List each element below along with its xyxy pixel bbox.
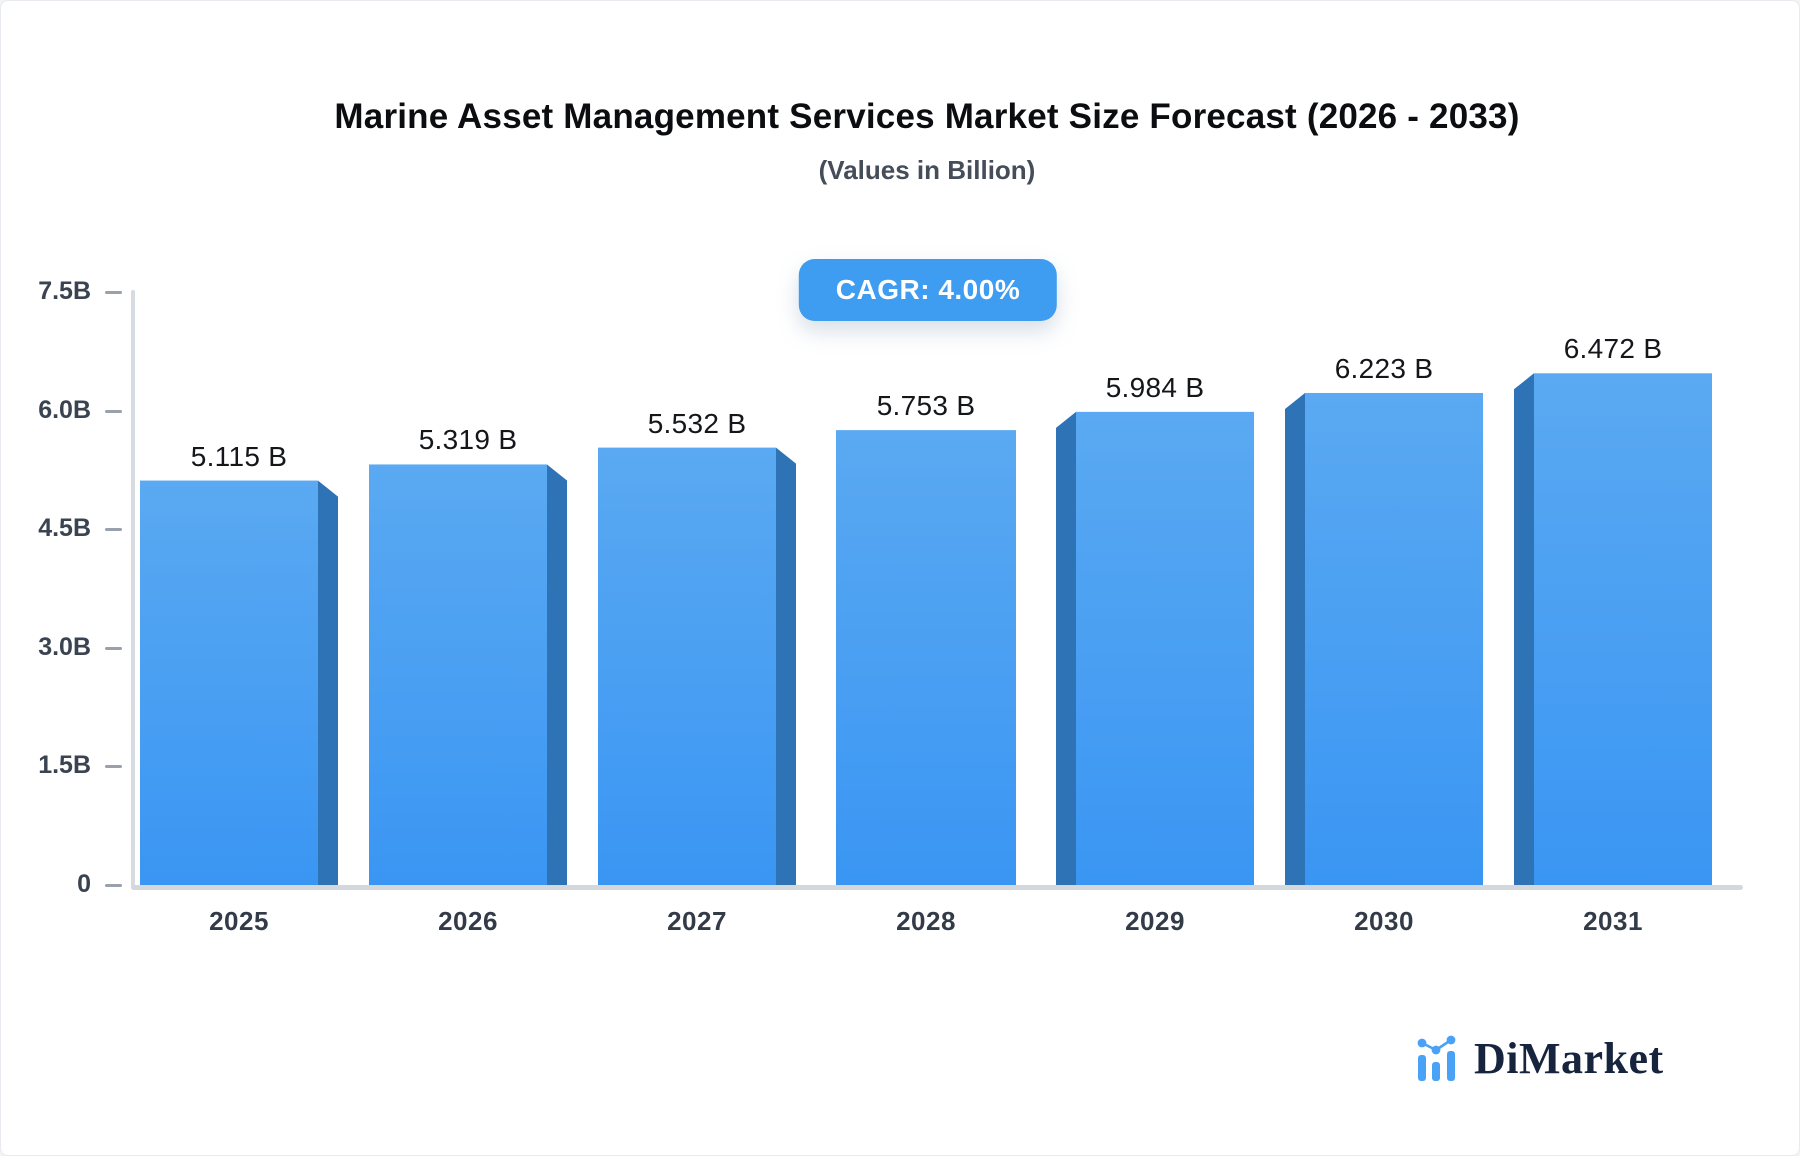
bar-value-label: 6.223 B [1334,352,1434,384]
chart-header: Marine Asset Management Services Market … [55,1,1799,186]
y-axis-line [131,290,135,887]
mini-bar-chart-icon [1417,1035,1456,1081]
brand-logo: DiMarket [1415,1035,1664,1081]
chart-subtitle: (Values in Billion) [818,155,1036,185]
y-axis-tick-label: 4.5B [38,514,91,543]
bar-value-label: 5.984 B [1105,371,1205,403]
bar-value-label: 5.319 B [418,424,518,456]
bar-value-label: 5.115 B [190,440,288,472]
brand-name: DiMarket [1474,1034,1664,1083]
chart-title: Marine Asset Management Services Market … [334,97,1520,136]
y-axis-tick-mark [105,884,122,887]
y-axis-tick-label: 0 [77,870,91,898]
x-axis-label: 2031 [1583,906,1643,936]
bar-2025[interactable] [140,480,338,885]
bar-value-label: 6.472 B [1563,333,1663,365]
bar-value-label: 5.532 B [647,407,747,439]
y-axis-tick-label: 7.5B [38,277,91,305]
x-axis-label: 2026 [438,906,498,936]
bar-2026[interactable] [369,464,567,885]
y-axis-tick-mark [105,646,122,650]
cagr-badge: CAGR: 4.00% [798,259,1058,321]
x-axis-label: 2025 [209,906,269,936]
bar-2028[interactable] [836,430,1016,885]
x-axis-label: 2028 [896,906,956,936]
x-axis-line [131,885,1743,890]
bar-2029[interactable] [1056,411,1254,885]
bar-2027[interactable] [598,447,796,885]
y-axis-tick-label: 1.5B [38,751,91,780]
x-axis-label: 2030 [1354,906,1414,936]
y-axis-tick-mark [105,528,122,532]
x-axis-label: 2027 [667,906,727,936]
bar-2031[interactable] [1514,373,1712,885]
y-axis-tick-mark [105,291,122,294]
y-axis-tick-label: 3.0B [38,632,91,661]
y-axis-tick-mark [105,409,122,413]
x-axis-label: 2029 [1125,906,1185,936]
bar-value-label: 5.753 B [876,390,976,422]
y-axis-tick-label: 6.0B [38,395,91,424]
bar-2030[interactable] [1285,392,1483,885]
y-axis-tick-mark [105,765,122,769]
